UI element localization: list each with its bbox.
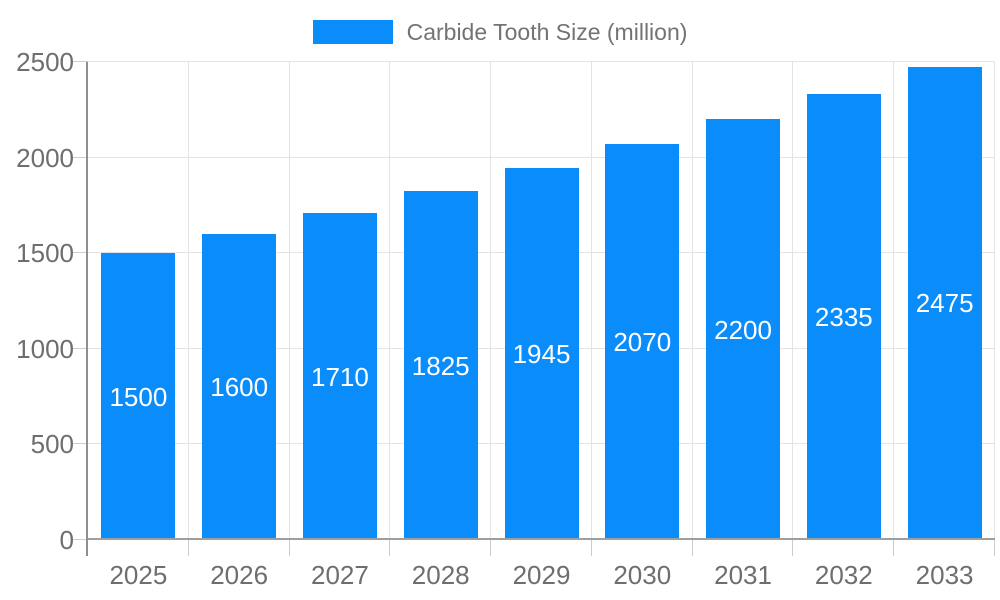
bar-2031[interactable]: 2200 (706, 119, 781, 540)
bar-value-label: 2335 (814, 301, 873, 332)
y-axis-tick (73, 539, 88, 540)
y-axis-tick (73, 347, 88, 349)
x-axis-tick (490, 540, 492, 556)
x-axis-tick (187, 540, 189, 556)
y-axis-tick-label: 1000 (16, 333, 74, 364)
x-axis-line (88, 538, 995, 540)
x-axis-category-label: 2031 (714, 560, 772, 590)
x-axis-category-label: 2029 (512, 560, 571, 590)
bar-2032[interactable]: 2335 (806, 93, 881, 540)
legend-swatch (312, 20, 393, 44)
bar-value-label: 2475 (915, 288, 974, 319)
x-gridline (187, 62, 189, 540)
x-gridline (691, 62, 693, 540)
x-gridline (893, 62, 895, 540)
bar-2028[interactable]: 1825 (403, 191, 478, 540)
x-axis-tick (86, 540, 88, 556)
bar-2025[interactable]: 1500 (101, 253, 176, 540)
bar-value-label: 1710 (311, 361, 369, 392)
bar-value-label: 1825 (411, 350, 470, 381)
x-gridline (994, 62, 995, 540)
y-axis-tick (73, 443, 88, 445)
bar-2030[interactable]: 2070 (605, 144, 680, 540)
y-axis-tick (73, 156, 88, 158)
bar-value-label: 2070 (613, 327, 672, 358)
x-axis-tick (691, 540, 693, 556)
x-gridline (792, 62, 794, 540)
x-axis-tick (792, 540, 794, 556)
y-gridline (88, 156, 995, 158)
x-axis-category-label: 2028 (411, 560, 470, 590)
bar-2033[interactable]: 2475 (907, 66, 982, 540)
y-axis-tick-label: 0 (59, 525, 74, 555)
y-axis-tick-label: 2000 (16, 142, 74, 173)
chart-legend[interactable]: Carbide Tooth Size (million) (0, 16, 1000, 48)
x-axis-category-label: 2032 (814, 560, 873, 590)
y-axis-tick-label: 2500 (16, 47, 74, 77)
bar-value-label: 1600 (210, 372, 269, 403)
x-gridline (590, 62, 592, 540)
y-axis-tick (73, 252, 88, 254)
bar-2027[interactable]: 1710 (302, 213, 377, 540)
x-gridline (490, 62, 492, 540)
x-axis-category-label: 2025 (109, 560, 168, 590)
legend-label: Carbide Tooth Size (million) (406, 19, 688, 45)
bar-value-label: 1500 (109, 381, 168, 412)
x-axis-tick (389, 540, 391, 556)
x-axis-category-label: 2030 (613, 560, 672, 590)
bar-value-label: 1945 (512, 339, 571, 370)
x-axis-category-label: 2027 (311, 560, 369, 590)
y-axis-tick (73, 61, 88, 62)
x-axis-tick (994, 540, 995, 556)
bar-2026[interactable]: 1600 (202, 234, 277, 540)
x-axis-tick (590, 540, 592, 556)
y-gridline (88, 61, 995, 62)
x-axis-category-label: 2026 (210, 560, 269, 590)
y-axis-line (86, 62, 88, 541)
x-gridline (389, 62, 391, 540)
x-axis-category-label: 2033 (915, 560, 974, 590)
x-axis-tick (288, 540, 290, 556)
bar-value-label: 2200 (714, 314, 772, 345)
x-axis-tick (893, 540, 895, 556)
x-gridline (288, 62, 290, 540)
bar-2029[interactable]: 1945 (504, 168, 579, 540)
y-axis-tick-label: 500 (30, 429, 74, 460)
y-axis-tick-label: 1500 (16, 238, 74, 269)
